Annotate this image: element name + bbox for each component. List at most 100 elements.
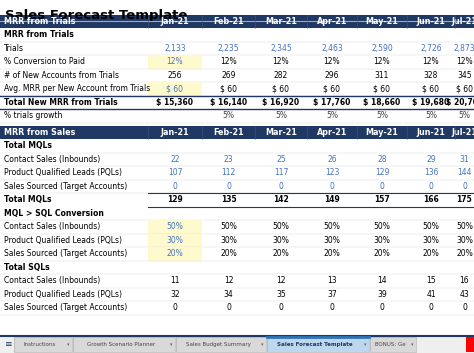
- Text: ≡: ≡: [4, 340, 11, 349]
- Text: 0: 0: [329, 303, 335, 312]
- Text: $ 60: $ 60: [422, 84, 439, 93]
- Text: 2,873: 2,873: [454, 44, 474, 53]
- Text: 50%: 50%: [220, 222, 237, 231]
- Bar: [0, 274, 474, 287]
- Text: MRR from Trials: MRR from Trials: [4, 30, 74, 39]
- Text: 30%: 30%: [456, 236, 473, 245]
- Bar: [148, 55, 202, 68]
- Text: 50%: 50%: [422, 222, 439, 231]
- Text: 0: 0: [173, 303, 177, 312]
- Text: 2,235: 2,235: [218, 44, 239, 53]
- Text: Sales Budget Summary: Sales Budget Summary: [185, 342, 250, 347]
- Text: % trials growth: % trials growth: [4, 111, 63, 120]
- Text: $ 19,680: $ 19,680: [412, 98, 450, 107]
- Bar: [0, 166, 474, 179]
- Text: 22: 22: [170, 155, 180, 164]
- Text: 20%: 20%: [456, 249, 473, 258]
- Text: 32: 32: [170, 290, 180, 299]
- Text: $ 60: $ 60: [456, 84, 473, 93]
- Text: Sales Forecast Template: Sales Forecast Template: [5, 9, 187, 22]
- Text: May-21: May-21: [365, 128, 399, 137]
- Text: $ 60: $ 60: [166, 84, 183, 93]
- Text: $ 60: $ 60: [323, 84, 340, 93]
- Text: 39: 39: [377, 290, 387, 299]
- Text: 0: 0: [329, 182, 335, 191]
- Bar: [0, 55, 474, 68]
- Text: 50%: 50%: [324, 222, 340, 231]
- Bar: [0, 233, 474, 247]
- Text: Contact Sales (Inbounds): Contact Sales (Inbounds): [4, 276, 100, 285]
- Text: $ 60: $ 60: [220, 84, 237, 93]
- Text: Growth Scenario Planner: Growth Scenario Planner: [87, 342, 155, 347]
- Text: 269: 269: [221, 71, 236, 80]
- Text: ▾: ▾: [67, 342, 69, 347]
- Bar: [148, 247, 202, 261]
- Text: 5%: 5%: [326, 111, 338, 120]
- Text: 50%: 50%: [374, 222, 391, 231]
- Text: 37: 37: [327, 290, 337, 299]
- Text: Sales Sourced (Target Accounts): Sales Sourced (Target Accounts): [4, 303, 127, 312]
- Text: Total SQLs: Total SQLs: [4, 263, 50, 272]
- Bar: [370, 337, 416, 352]
- Text: 12%: 12%: [374, 57, 390, 66]
- Bar: [148, 82, 202, 96]
- Text: 29: 29: [426, 155, 436, 164]
- Text: 30%: 30%: [422, 236, 439, 245]
- Text: BONUS: Ge: BONUS: Ge: [374, 342, 405, 347]
- Bar: [14, 337, 72, 352]
- Text: 25: 25: [276, 155, 286, 164]
- Text: $ 20,700: $ 20,700: [446, 98, 474, 107]
- Bar: [267, 337, 369, 352]
- Text: 144: 144: [457, 168, 472, 177]
- Text: $ 60: $ 60: [374, 84, 391, 93]
- Text: 123: 123: [325, 168, 339, 177]
- Bar: [370, 337, 416, 352]
- Text: 0: 0: [428, 182, 433, 191]
- Text: 12%: 12%: [167, 57, 183, 66]
- Text: 30%: 30%: [273, 236, 290, 245]
- Text: 0: 0: [226, 182, 231, 191]
- Text: 5%: 5%: [275, 111, 287, 120]
- Text: 0: 0: [428, 303, 433, 312]
- Text: 12%: 12%: [273, 57, 289, 66]
- Bar: [148, 220, 202, 233]
- Text: 107: 107: [168, 168, 182, 177]
- Text: 0: 0: [462, 303, 467, 312]
- Bar: [0, 152, 474, 166]
- Text: Trials: Trials: [4, 44, 24, 53]
- Text: 136: 136: [424, 168, 438, 177]
- Text: 12%: 12%: [324, 57, 340, 66]
- Text: 296: 296: [325, 71, 339, 80]
- Text: 0: 0: [226, 303, 231, 312]
- Text: 117: 117: [274, 168, 288, 177]
- Text: 0: 0: [462, 182, 467, 191]
- Text: 43: 43: [460, 290, 469, 299]
- Text: 0: 0: [380, 182, 384, 191]
- Text: ▾: ▾: [364, 342, 366, 347]
- Text: Mar-21: Mar-21: [265, 17, 297, 26]
- Text: 20%: 20%: [324, 249, 340, 258]
- Text: 30%: 30%: [166, 236, 183, 245]
- Text: 20%: 20%: [273, 249, 289, 258]
- Text: $ 16,140: $ 16,140: [210, 98, 247, 107]
- Text: $ 15,360: $ 15,360: [156, 98, 193, 107]
- Text: May-21: May-21: [365, 17, 399, 26]
- Text: Jun-21: Jun-21: [417, 17, 446, 26]
- Bar: [14, 337, 72, 352]
- Text: Feb-21: Feb-21: [213, 128, 244, 137]
- Text: 5%: 5%: [376, 111, 388, 120]
- Bar: [73, 337, 175, 352]
- Text: ▾: ▾: [261, 342, 263, 347]
- Bar: [0, 139, 474, 152]
- Text: 20%: 20%: [374, 249, 391, 258]
- Text: $ 18,660: $ 18,660: [364, 98, 401, 107]
- Text: 2,726: 2,726: [420, 44, 442, 53]
- Bar: [0, 336, 474, 353]
- Text: Jan-21: Jan-21: [161, 128, 189, 137]
- Bar: [0, 301, 474, 315]
- Text: 34: 34: [224, 290, 233, 299]
- Text: 11: 11: [170, 276, 180, 285]
- Text: 149: 149: [324, 195, 340, 204]
- Text: 129: 129: [375, 168, 389, 177]
- Text: 30%: 30%: [324, 236, 340, 245]
